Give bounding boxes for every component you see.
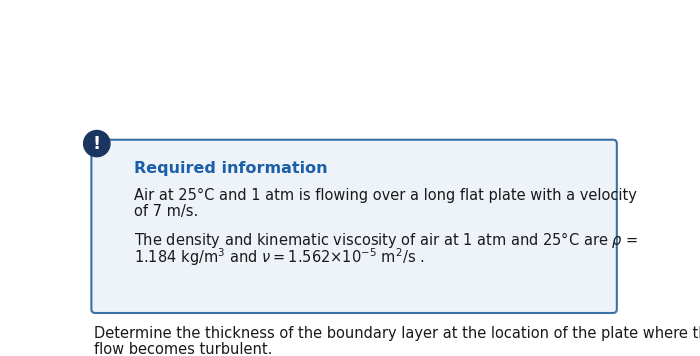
Text: The density and kinematic viscosity of air at 1 atm and 25°C are $\rho$ =: The density and kinematic viscosity of a… — [134, 230, 638, 250]
Circle shape — [83, 131, 110, 157]
Text: !: ! — [92, 135, 101, 153]
Text: Air at 25°C and 1 atm is flowing over a long flat plate with a velocity: Air at 25°C and 1 atm is flowing over a … — [134, 188, 637, 204]
Text: of 7 m/s.: of 7 m/s. — [134, 204, 198, 219]
FancyBboxPatch shape — [92, 140, 617, 313]
Text: Determine the thickness of the boundary layer at the location of the plate where: Determine the thickness of the boundary … — [94, 326, 700, 341]
Text: Required information: Required information — [134, 161, 328, 176]
Text: $1.184\ \mathrm{kg/m}^3\ \mathrm{and}\ \nu = 1.562{\times}10^{-5}\ \mathrm{m}^2\: $1.184\ \mathrm{kg/m}^3\ \mathrm{and}\ \… — [134, 247, 425, 268]
Text: flow becomes turbulent.: flow becomes turbulent. — [94, 342, 272, 356]
